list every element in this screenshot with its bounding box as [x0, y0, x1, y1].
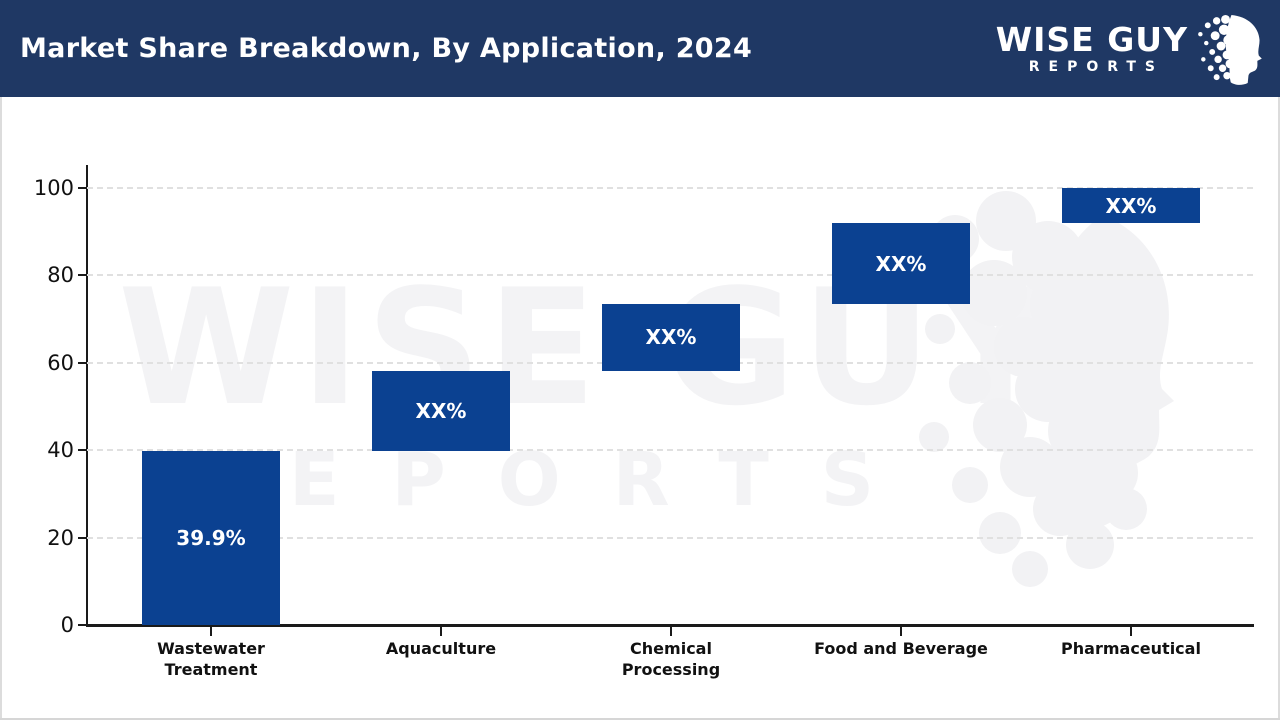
waterfall-bar: XX%: [1062, 188, 1200, 224]
bar-value-label: XX%: [415, 398, 467, 423]
waterfall-bar: 39.9%: [142, 450, 280, 625]
page-title: Market Share Breakdown, By Application, …: [20, 33, 753, 64]
bar-value-label: 39.9%: [176, 525, 246, 550]
x-tick-mark: [440, 627, 442, 636]
logo-wiseguy-text: WISE GUY: [995, 20, 1188, 59]
y-tick-label: 0: [60, 613, 74, 637]
logo-reports-text: REPORTS: [1028, 59, 1165, 75]
waterfall-bar: XX%: [832, 223, 970, 304]
header-bar: Market Share Breakdown, By Application, …: [0, 0, 1280, 97]
x-category-label: Wastewater Treatment: [157, 639, 265, 679]
y-tick-label: 40: [47, 438, 74, 463]
x-tick-mark: [1130, 627, 1132, 636]
y-tick-label: 80: [47, 263, 74, 288]
logo-face-icon: [1198, 14, 1262, 85]
gridline: [87, 274, 1253, 277]
y-tick-mark: [78, 187, 87, 189]
y-tick-label: 60: [47, 350, 74, 375]
y-tick-mark: [78, 274, 87, 277]
waterfall-bar: XX%: [602, 303, 740, 371]
y-tick-mark: [78, 536, 87, 539]
x-category-label: Food and Beverage: [814, 639, 988, 658]
x-category-label: Aquaculture: [385, 639, 497, 658]
gridline: [87, 449, 1253, 452]
y-tick-mark: [78, 624, 87, 626]
waterfall-bar: XX%: [372, 370, 510, 451]
x-tick-mark: [670, 627, 672, 636]
y-tick-label: 100: [33, 176, 74, 200]
y-axis-line: [86, 165, 88, 627]
x-category-label: Chemical Processing: [621, 639, 721, 679]
x-tick-mark: [210, 627, 212, 636]
x-tick-mark: [900, 627, 902, 636]
watermark-reports-text: REPORTS: [180, 437, 927, 523]
x-axis-line: [86, 624, 1254, 627]
y-tick-label: 20: [47, 525, 74, 550]
gridline: [87, 536, 1253, 539]
bar-value-label: XX%: [875, 251, 927, 276]
wiseguy-logo: WISE GUY REPORTS: [996, 13, 1264, 85]
y-tick-mark: [78, 361, 87, 364]
x-category-label: Pharmaceutical: [1061, 639, 1201, 658]
y-tick-mark: [78, 449, 87, 452]
bar-value-label: XX%: [645, 325, 697, 350]
bar-value-label: XX%: [1105, 193, 1157, 218]
gridline: [87, 187, 1253, 189]
